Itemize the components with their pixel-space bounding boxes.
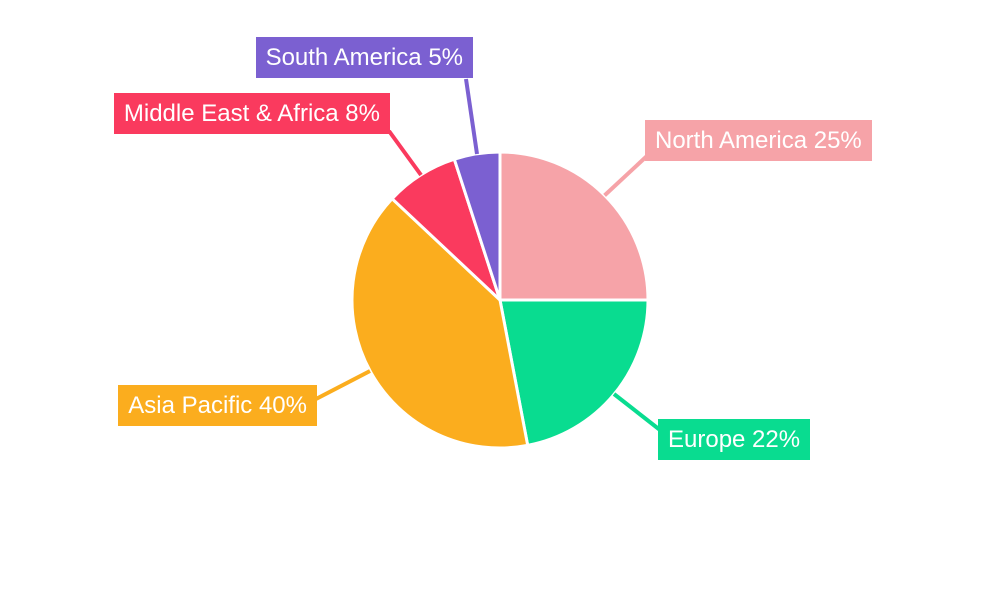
callout-north-america: North America 25% [645,120,872,161]
slice-north-america [498,150,650,302]
callout-middle-east-africa: Middle East & Africa 8% [113,93,390,134]
slice-asia-pacific [350,197,530,450]
callout-south-america: South America 5% [255,37,473,78]
leader-line-asia-pacific [315,369,371,401]
leader-line-middle-east-africa [387,129,423,177]
leader-line-north-america [603,153,650,197]
callout-asia-pacific: Asia Pacific 40% [118,385,317,426]
callout-europe: Europe 22% [658,419,811,460]
leader-line-europe [612,392,662,432]
leader-line-south-america [464,78,479,155]
